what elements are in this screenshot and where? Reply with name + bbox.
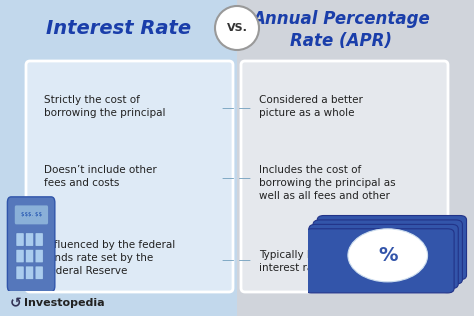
FancyBboxPatch shape (35, 233, 43, 246)
Text: — —: — — (222, 173, 252, 185)
Circle shape (215, 6, 259, 50)
Text: Doesn’t include other
fees and costs: Doesn’t include other fees and costs (44, 165, 157, 188)
Bar (0, 0, 237, 316)
FancyBboxPatch shape (16, 250, 24, 263)
FancyBboxPatch shape (15, 205, 48, 224)
Text: Includes the cost of
borrowing the principal as
well as all fees and other: Includes the cost of borrowing the princ… (259, 165, 396, 201)
Text: Typically higher than the
interest rate: Typically higher than the interest rate (259, 250, 388, 273)
FancyBboxPatch shape (317, 216, 466, 280)
Text: ↺: ↺ (10, 296, 22, 310)
Text: Considered a better
picture as a whole: Considered a better picture as a whole (259, 95, 363, 118)
FancyBboxPatch shape (241, 61, 448, 292)
FancyBboxPatch shape (16, 266, 24, 279)
FancyBboxPatch shape (26, 266, 34, 279)
FancyBboxPatch shape (35, 266, 43, 279)
Bar (237, 0, 474, 316)
Text: — —: — — (222, 102, 252, 116)
Text: Influenced by the federal
funds rate set by the
Federal Reserve: Influenced by the federal funds rate set… (44, 240, 175, 276)
FancyBboxPatch shape (26, 233, 34, 246)
FancyBboxPatch shape (309, 224, 458, 289)
Text: Interest Rate: Interest Rate (46, 19, 191, 38)
Text: Strictly the cost of
borrowing the principal: Strictly the cost of borrowing the princ… (44, 95, 165, 118)
Text: $$$. $$: $$$. $$ (21, 212, 42, 217)
FancyBboxPatch shape (8, 197, 55, 292)
Circle shape (348, 229, 428, 282)
FancyBboxPatch shape (26, 250, 34, 263)
Text: Annual Percentage
Rate (APR): Annual Percentage Rate (APR) (252, 10, 430, 50)
FancyBboxPatch shape (35, 250, 43, 263)
Text: VS.: VS. (227, 23, 247, 33)
FancyBboxPatch shape (313, 220, 462, 284)
FancyBboxPatch shape (26, 61, 233, 292)
Text: — —: — — (222, 253, 252, 266)
FancyBboxPatch shape (305, 229, 454, 293)
Text: %: % (378, 246, 398, 265)
FancyBboxPatch shape (16, 233, 24, 246)
Text: Investopedia: Investopedia (24, 298, 105, 308)
